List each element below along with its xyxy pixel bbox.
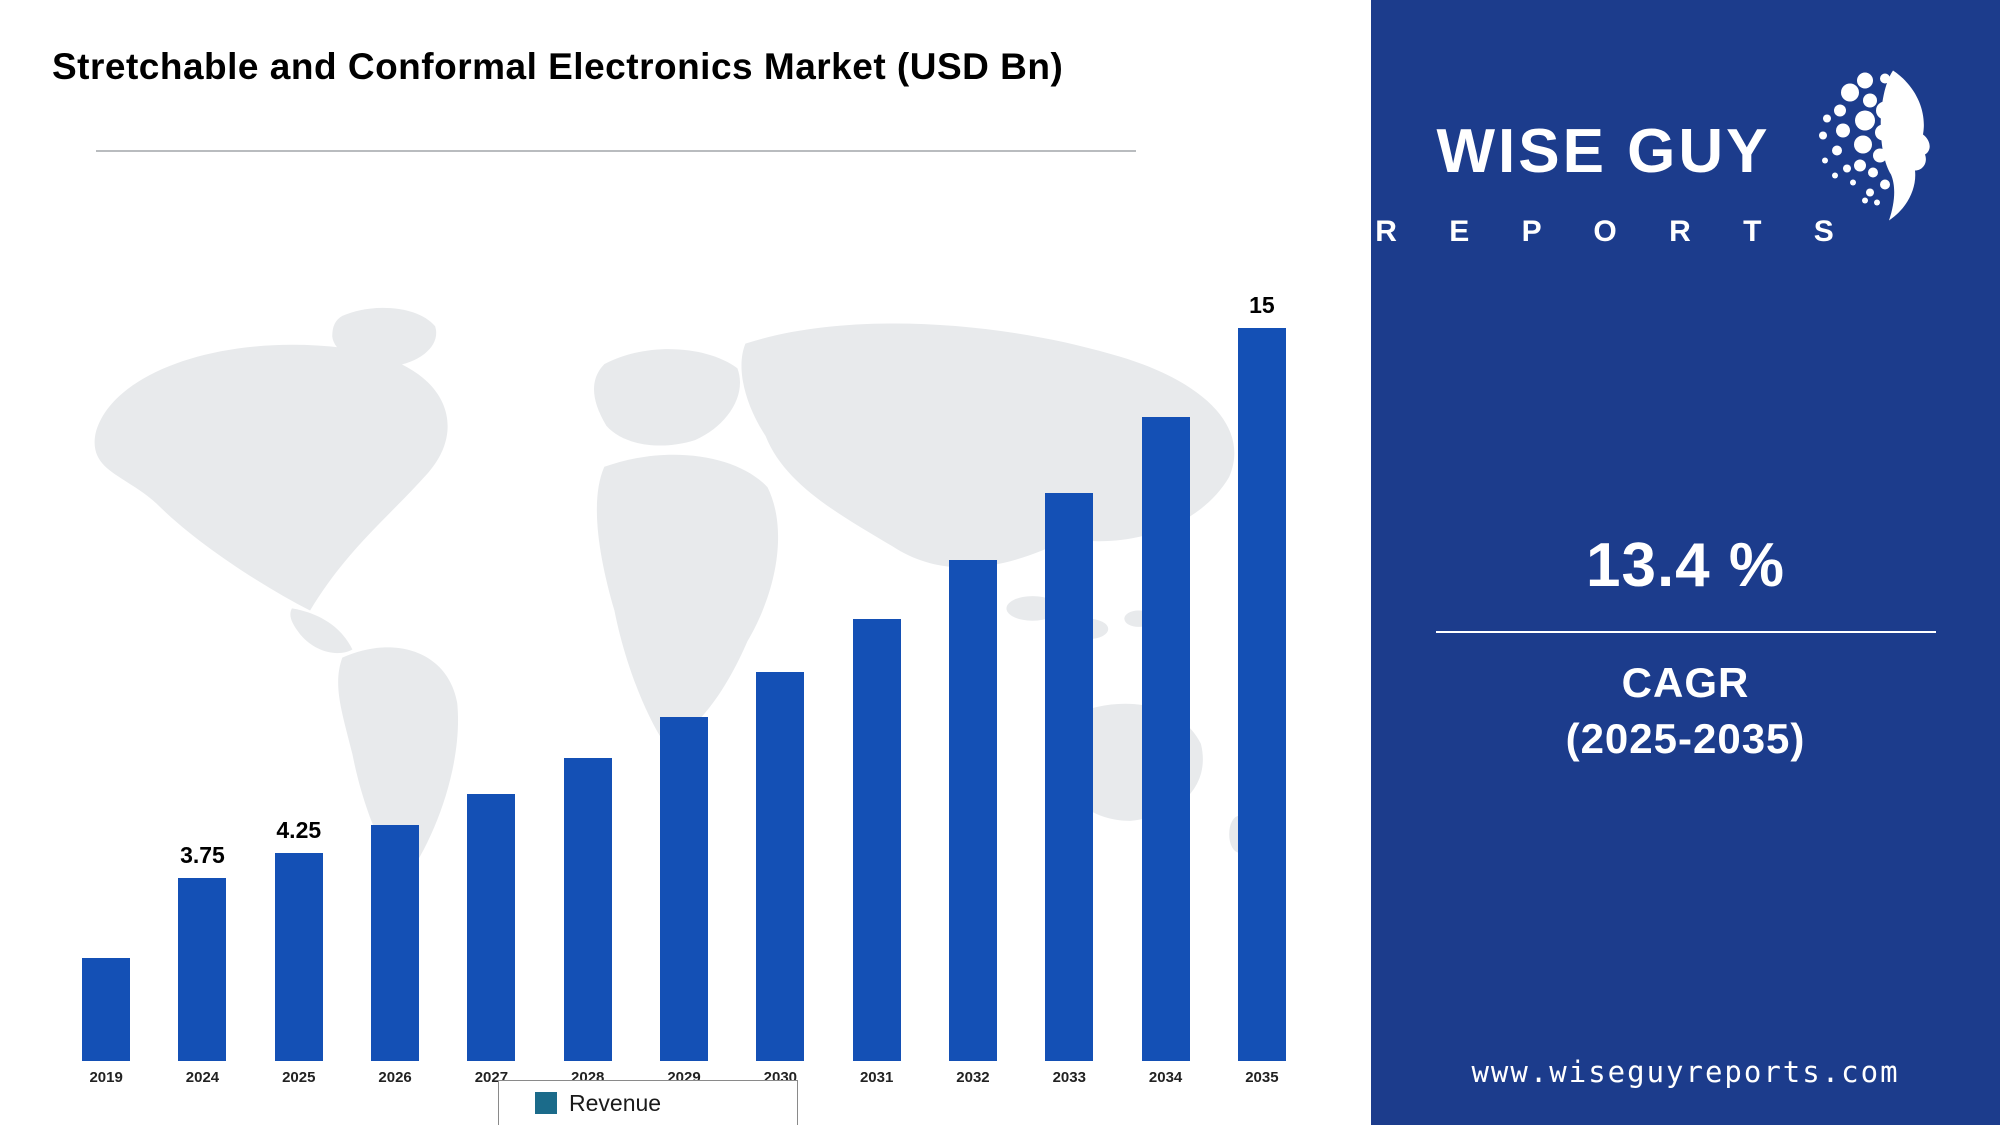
revenue-bar [274, 853, 323, 1061]
revenue-bar [563, 758, 612, 1061]
x-tick-label: 2025 [282, 1069, 316, 1086]
chart-legend: Revenue [498, 1080, 798, 1125]
revenue-bar [467, 793, 516, 1061]
bar-group-2025: 4.25 2025 [251, 290, 347, 1125]
revenue-bar [756, 671, 805, 1061]
bar-value-label: 3.75 [180, 841, 225, 868]
x-tick-label: 2035 [1245, 1069, 1279, 1086]
cagr-divider [1435, 631, 1936, 633]
bar-group-2035: 15 2035 [1214, 290, 1310, 1125]
revenue-bar [948, 560, 997, 1061]
logo-wordmark: WISE GUY [1436, 117, 1771, 186]
bar-chart: 2019 3.75 2024 4.25 2025 2026 2027 2028 2029 2030… [58, 290, 1310, 1125]
cagr-value: 13.4 % [1585, 531, 1786, 600]
bar-group-2024: 3.75 2024 [154, 290, 250, 1125]
x-tick-label: 2034 [1148, 1069, 1183, 1086]
cagr-block: 13.4 % CAGR (2025-2035) [1371, 530, 2000, 763]
x-tick-label: 2033 [1052, 1069, 1086, 1086]
chart-section: Stretchable and Conformal Electronics Ma… [52, 46, 1310, 1125]
cagr-label: CAGR [1621, 659, 1750, 706]
bar-value-label: 4.25 [276, 817, 322, 844]
website-url: www.wiseguyreports.com [1471, 1055, 1900, 1089]
bar-group-2031: 2031 [829, 290, 925, 1125]
bar-group-2026: 2026 [347, 290, 443, 1125]
world-map-watermark [94, 307, 1250, 881]
x-tick-label: 2026 [378, 1069, 412, 1086]
legend-swatch-revenue [535, 1092, 557, 1114]
bar-group-2027: 2027 [443, 290, 539, 1125]
bar-group-2032: 2032 [925, 290, 1021, 1125]
bar-group-2030: 2030 [732, 290, 828, 1125]
wise-guy-reports-logo: WISE GUY [1371, 70, 2000, 249]
revenue-bar [852, 619, 901, 1061]
revenue-bar [82, 958, 131, 1061]
bar-group-2029: 2029 [636, 290, 732, 1125]
revenue-bar [660, 717, 709, 1061]
bar-group-2019: 2019 [58, 290, 154, 1125]
revenue-bar [371, 825, 420, 1061]
legend-label-revenue: Revenue [569, 1090, 662, 1116]
brand-panel: WISE GUY [1371, 0, 2000, 1125]
bar-group-2033: 2033 [1021, 290, 1117, 1125]
revenue-bar [1045, 493, 1094, 1061]
title-underline [96, 150, 1136, 152]
dotted-head-icon [1818, 70, 1930, 221]
x-tick-label: 2024 [185, 1069, 220, 1086]
revenue-bar [178, 877, 227, 1061]
chart-title: Stretchable and Conformal Electronics Ma… [52, 46, 1064, 87]
bar-value-label: 15 [1249, 292, 1275, 318]
cagr-period: (2025-2035) [1565, 715, 1806, 762]
revenue-bar [1141, 416, 1190, 1061]
x-tick-label: 2019 [89, 1069, 123, 1086]
bar-group-2028: 2028 [540, 290, 636, 1125]
logo-reports-text: R E P O R T S [1375, 215, 1856, 248]
x-tick-label: 2031 [859, 1069, 894, 1086]
bar-group-2034: 2034 [1117, 290, 1213, 1125]
x-tick-label: 2032 [956, 1069, 990, 1086]
revenue-bar [1237, 328, 1286, 1061]
